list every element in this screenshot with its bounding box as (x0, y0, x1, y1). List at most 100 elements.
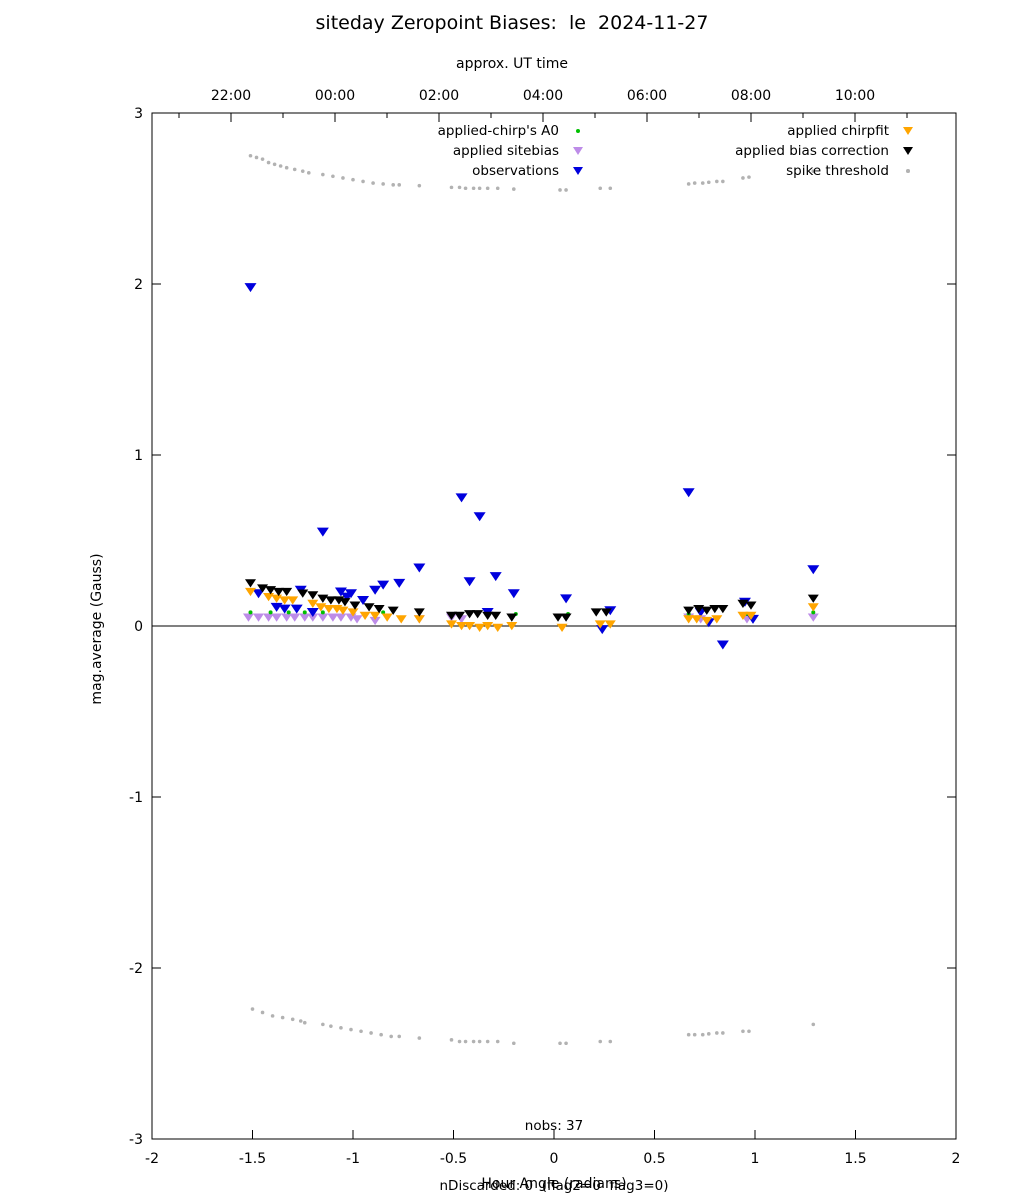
green-dot-icon (559, 129, 597, 133)
spike_threshold-point (397, 1034, 402, 1039)
top-axis-title: approx. UT time (456, 56, 568, 72)
bias_correction-point (387, 606, 399, 615)
legend-label: applied bias correction (735, 143, 889, 159)
spike_threshold-point (692, 181, 697, 185)
spike_threshold-point (692, 1032, 697, 1037)
spike_threshold-point (457, 1039, 462, 1044)
spike_threshold-point (598, 1039, 603, 1044)
spike_threshold-point (471, 1039, 476, 1044)
bias_correction-point (482, 611, 494, 621)
bias_correction-point (807, 594, 819, 603)
spike_threshold-point (558, 1041, 562, 1046)
chirpfit-point (807, 603, 819, 612)
legend-item-chirpfit: applied chirpfit (482, 121, 927, 141)
chirpfit-point (474, 623, 486, 632)
bias_correction-point (273, 587, 285, 597)
observations-point (344, 589, 357, 599)
chirp_a0-point (320, 610, 325, 615)
legend-label: applied chirpfit (787, 123, 889, 139)
spike_threshold-point (463, 1039, 468, 1044)
sitebias-point (271, 613, 283, 622)
chirp_a0-point (381, 610, 386, 615)
bias_correction-point (717, 604, 729, 614)
y-axis-title: mag.average (Gauss) (89, 553, 105, 705)
spike_threshold-point (292, 167, 297, 172)
ut-tick-label: 02:00 (419, 88, 459, 104)
gray-dot-icon (889, 169, 927, 173)
spike_threshold-point (306, 171, 311, 175)
purple-triangle-icon (559, 147, 597, 155)
spike_threshold-point (477, 186, 482, 191)
chirpfit-point (287, 596, 299, 605)
observations-point (507, 589, 520, 599)
spike_threshold-point (351, 177, 355, 182)
spike_threshold-point (284, 165, 289, 170)
chirpfit-point (745, 611, 757, 621)
sitebias-point (263, 613, 275, 622)
chirpfit-point (594, 620, 606, 629)
bias_correction-point (683, 606, 695, 615)
spike_threshold-point (449, 185, 454, 190)
spike_threshold-point (471, 186, 476, 191)
spike_threshold-point (369, 1031, 373, 1035)
spike_threshold-point (741, 176, 745, 180)
legend-label: observations (472, 163, 559, 179)
chirp_a0-point (268, 610, 273, 615)
x-tick-label: -2 (145, 1151, 159, 1167)
spike_threshold-point (608, 186, 613, 191)
observations-point (455, 493, 468, 503)
sitebias-point (289, 613, 301, 622)
observations-point (369, 585, 382, 595)
spike_threshold-point (811, 1022, 816, 1027)
ut-tick-label: 06:00 (627, 88, 667, 104)
sitebias-point (253, 613, 265, 622)
spike_threshold-point (558, 188, 562, 192)
spike_threshold-point (321, 1022, 325, 1027)
ut-tick-label: 04:00 (523, 88, 563, 104)
bias_correction-point (552, 613, 564, 622)
y-tick-label: 2 (134, 277, 143, 293)
spike_threshold-point (485, 186, 490, 191)
x-tick-label: 0 (550, 1151, 559, 1167)
sitebias-point (281, 613, 293, 622)
spike_threshold-point (715, 179, 719, 184)
bias_correction-point (373, 604, 385, 614)
spike_threshold-point (417, 1036, 422, 1040)
ut-tick-label: 08:00 (731, 88, 771, 104)
blue-triangle-icon (559, 167, 597, 175)
legend-label: applied-chirp's A0 (437, 123, 559, 139)
observations-point (716, 640, 729, 650)
spike_threshold-point (260, 157, 265, 161)
observations-point (489, 572, 502, 582)
spike_threshold-point (300, 169, 305, 173)
legend-item-spike-threshold: spike threshold (482, 161, 927, 181)
chirpfit-point (315, 603, 327, 612)
bias_correction-point (745, 601, 757, 610)
spike_threshold-point (700, 1032, 705, 1037)
observations-point (682, 488, 695, 498)
spike_threshold-point (495, 186, 500, 191)
ut-tick-label: 10:00 (835, 88, 875, 104)
spike_threshold-point (266, 160, 271, 165)
spike_threshold-point (598, 186, 603, 191)
spike_threshold-point (811, 169, 816, 173)
spike_threshold-point (706, 1032, 711, 1036)
legend-label: applied sitebias (452, 143, 559, 159)
spike_threshold-point (686, 1032, 691, 1037)
spike_threshold-point (278, 164, 283, 168)
y-tick-label: 0 (134, 619, 143, 635)
observations-point (334, 587, 347, 597)
spike_threshold-point (349, 1027, 353, 1032)
chirpfit-point (307, 599, 319, 609)
bias_correction-point (281, 587, 293, 597)
chirpfit-point (456, 622, 468, 631)
spike_threshold-point (381, 182, 385, 186)
chirpfit-point (711, 615, 723, 624)
spike_threshold-point (250, 1007, 255, 1011)
spike_threshold-point (700, 181, 705, 185)
bias_correction-point (454, 611, 466, 621)
spike_threshold-point (512, 187, 516, 191)
observations-point (463, 577, 476, 587)
observations-point (278, 604, 291, 614)
x-tick-label: 1 (751, 1151, 760, 1167)
